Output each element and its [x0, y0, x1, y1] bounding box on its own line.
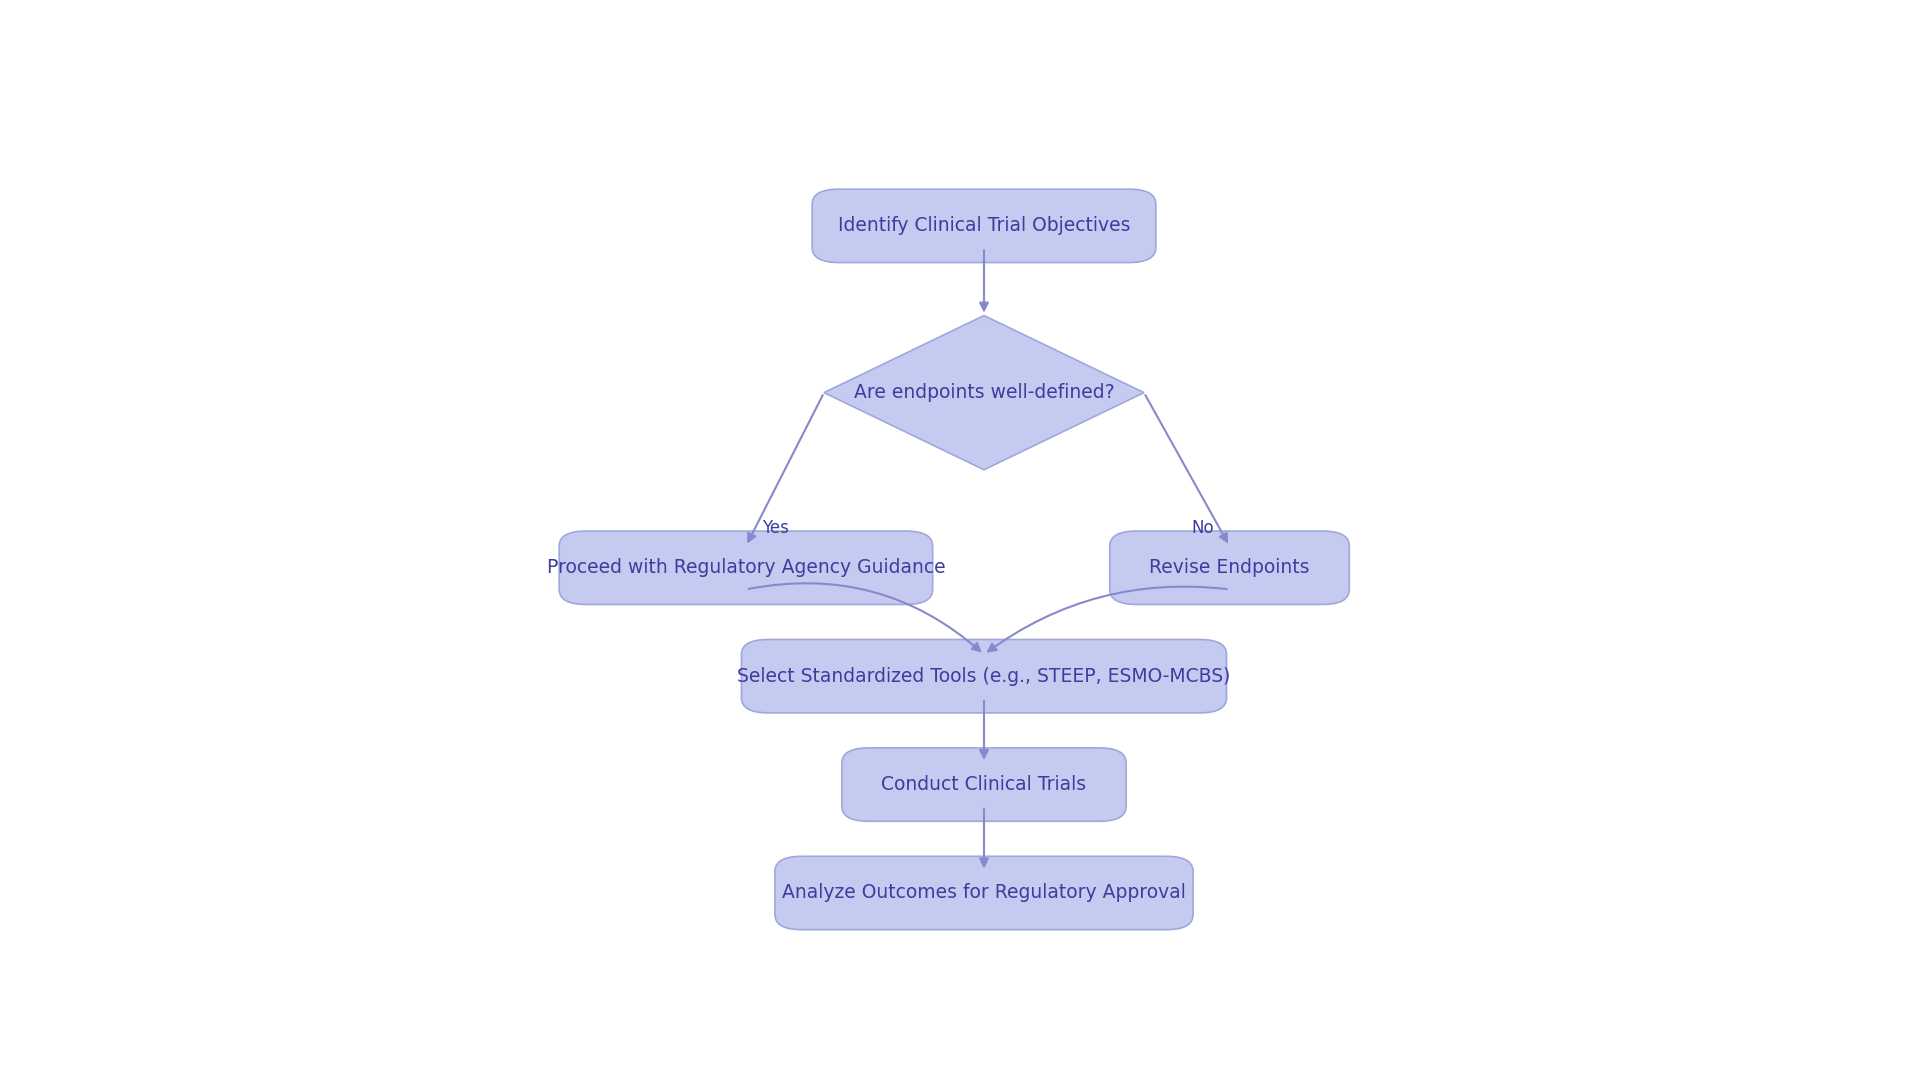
- Text: Revise Endpoints: Revise Endpoints: [1150, 558, 1309, 577]
- Text: Analyze Outcomes for Regulatory Approval: Analyze Outcomes for Regulatory Approval: [781, 884, 1187, 902]
- Text: Select Standardized Tools (e.g., STEEP, ESMO-MCBS): Select Standardized Tools (e.g., STEEP, …: [737, 667, 1231, 686]
- Text: Yes: Yes: [762, 519, 789, 537]
- Text: Proceed with Regulatory Agency Guidance: Proceed with Regulatory Agency Guidance: [547, 558, 945, 577]
- FancyBboxPatch shape: [776, 857, 1192, 929]
- FancyBboxPatch shape: [559, 531, 933, 604]
- Polygon shape: [824, 315, 1144, 470]
- FancyBboxPatch shape: [812, 190, 1156, 262]
- Text: Conduct Clinical Trials: Conduct Clinical Trials: [881, 775, 1087, 794]
- FancyBboxPatch shape: [841, 748, 1127, 821]
- FancyBboxPatch shape: [1110, 531, 1350, 604]
- FancyBboxPatch shape: [741, 639, 1227, 713]
- Text: Are endpoints well-defined?: Are endpoints well-defined?: [854, 383, 1114, 402]
- Text: Identify Clinical Trial Objectives: Identify Clinical Trial Objectives: [837, 217, 1131, 235]
- Text: No: No: [1192, 519, 1213, 537]
